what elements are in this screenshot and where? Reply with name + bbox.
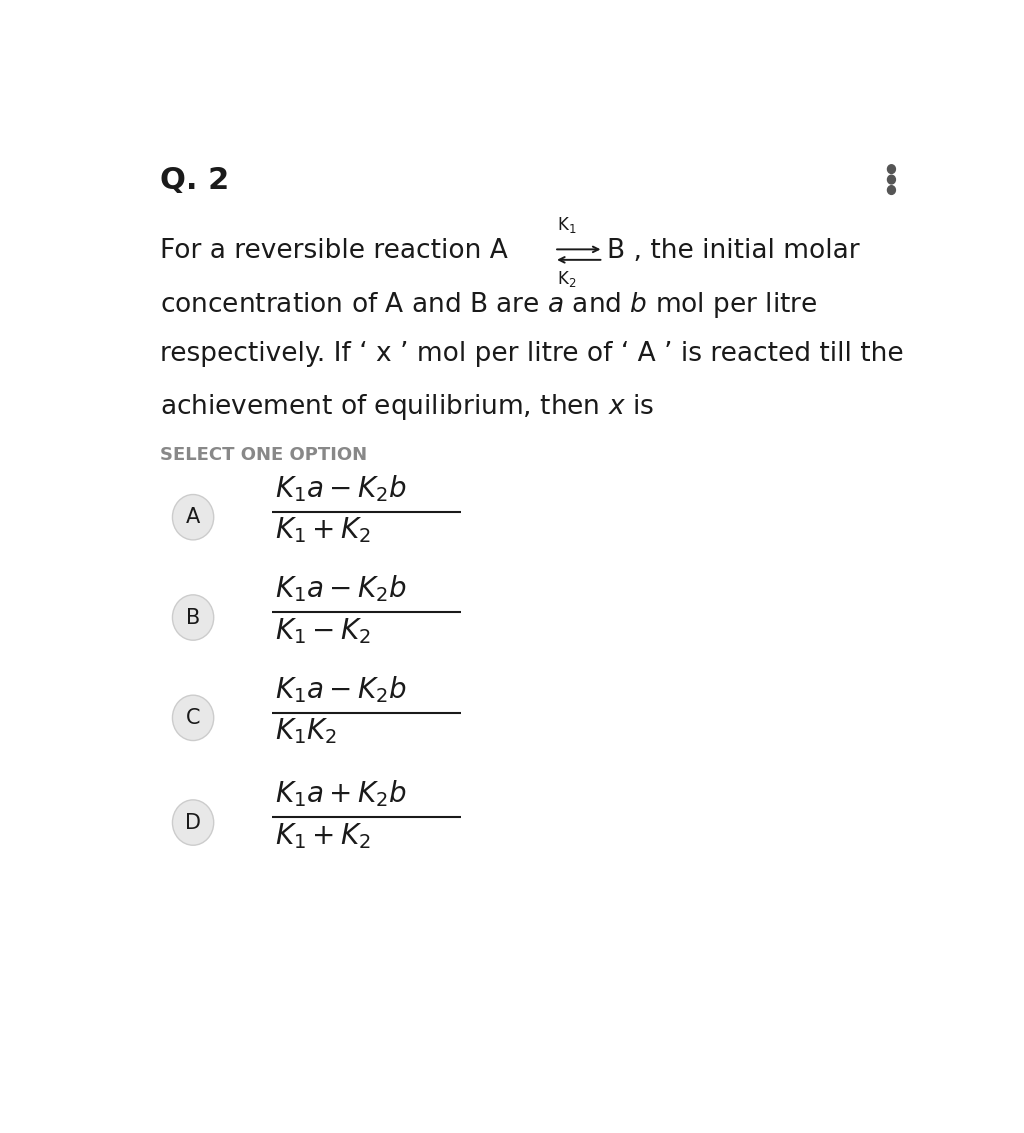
Text: SELECT ONE OPTION: SELECT ONE OPTION <box>160 445 367 463</box>
Text: $K_1a - K_2b$: $K_1a - K_2b$ <box>274 674 407 705</box>
Circle shape <box>172 595 214 640</box>
Text: $K_1a - K_2b$: $K_1a - K_2b$ <box>274 573 407 604</box>
Text: B , the initial molar: B , the initial molar <box>606 238 859 264</box>
Circle shape <box>888 176 895 184</box>
Text: concentration of A and B are $a$ and $b$ mol per litre: concentration of A and B are $a$ and $b$… <box>160 290 817 320</box>
Text: $\mathrm{K_1}$: $\mathrm{K_1}$ <box>557 214 577 235</box>
Text: $\mathrm{K_2}$: $\mathrm{K_2}$ <box>557 270 577 289</box>
Text: For a reversible reaction A: For a reversible reaction A <box>160 238 508 264</box>
Text: B: B <box>186 607 201 628</box>
Circle shape <box>888 186 895 195</box>
Text: achievement of equilibrium, then $x$ is: achievement of equilibrium, then $x$ is <box>160 392 653 423</box>
Text: D: D <box>185 812 201 833</box>
Circle shape <box>172 696 214 741</box>
Circle shape <box>172 800 214 845</box>
Text: $K_1K_2$: $K_1K_2$ <box>274 716 337 746</box>
Text: respectively. If ‘ x ’ mol per litre of ‘ A ’ is reacted till the: respectively. If ‘ x ’ mol per litre of … <box>160 341 903 367</box>
Text: $K_1 + K_2$: $K_1 + K_2$ <box>274 820 371 851</box>
Text: A: A <box>186 508 201 527</box>
Circle shape <box>172 494 214 540</box>
Text: C: C <box>185 708 201 727</box>
Text: $K_1a - K_2b$: $K_1a - K_2b$ <box>274 474 407 504</box>
Text: Q. 2: Q. 2 <box>160 167 229 196</box>
Circle shape <box>888 164 895 173</box>
Text: $K_1 + K_2$: $K_1 + K_2$ <box>274 516 371 545</box>
Text: $K_1a + K_2b$: $K_1a + K_2b$ <box>274 778 407 809</box>
Text: $K_1 - K_2$: $K_1 - K_2$ <box>274 616 371 646</box>
